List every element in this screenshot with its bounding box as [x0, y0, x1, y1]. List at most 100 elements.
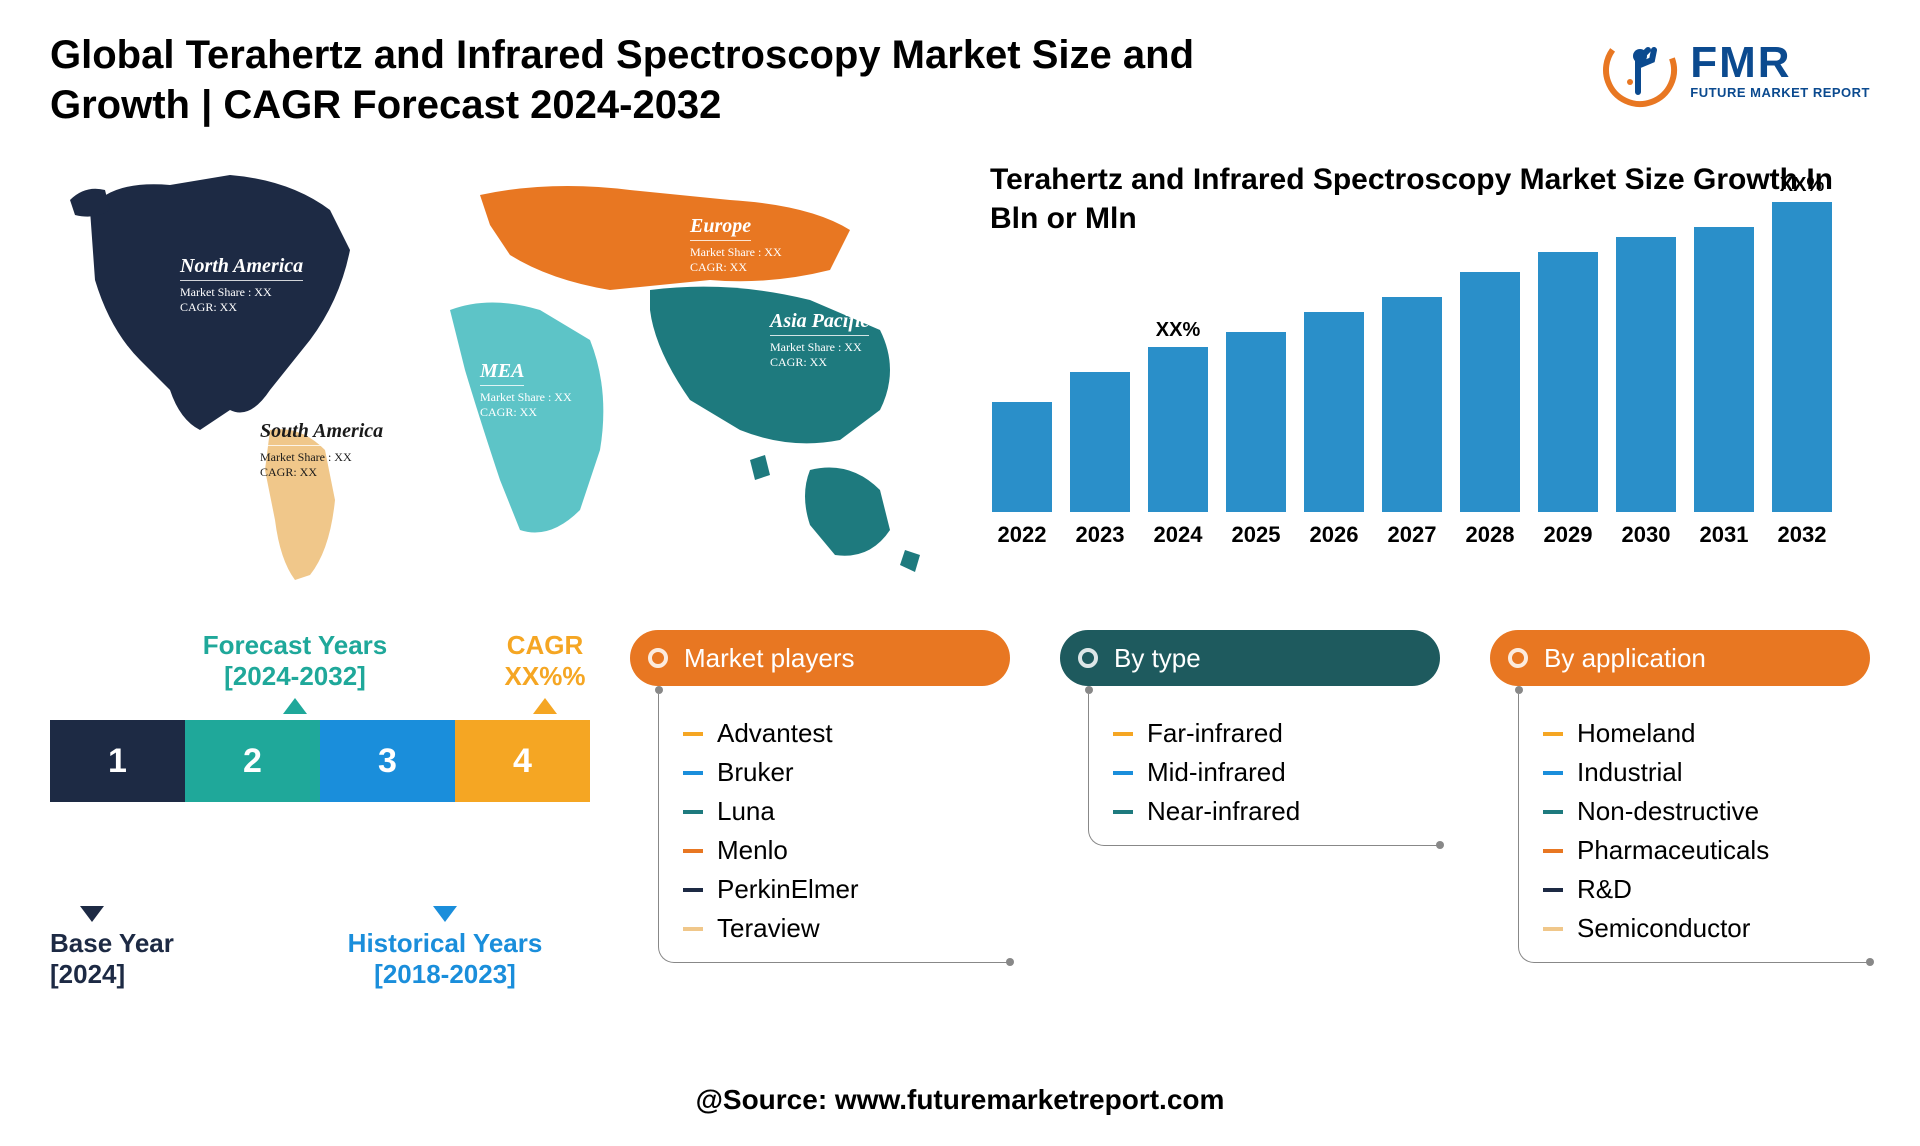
list-item: Semiconductor: [1543, 909, 1860, 948]
list-item: Advantest: [683, 714, 1000, 753]
bar-year-label: 2026: [1310, 522, 1359, 548]
tick-icon: [1113, 810, 1133, 814]
timeline-forecast-l1: Forecast Years: [203, 630, 388, 660]
timeline-historical-callout: Historical Years [2018-2023]: [330, 900, 560, 990]
bar-year-label: 2025: [1232, 522, 1281, 548]
list-item-text: R&D: [1577, 874, 1632, 905]
bar-wrap: 2027: [1380, 297, 1444, 548]
bar: [992, 402, 1052, 512]
tick-icon: [683, 888, 703, 892]
pill-list: AdvantestBrukerLunaMenloPerkinElmerTerav…: [683, 714, 1000, 948]
arrow-down-icon: [433, 906, 457, 922]
arrow-up-icon: [283, 698, 307, 714]
logo-icon: [1600, 30, 1680, 110]
bar: [1226, 332, 1286, 512]
logo-sub-text: FUTURE MARKET REPORT: [1690, 85, 1870, 100]
region-cagr: CAGR: XX: [480, 405, 572, 420]
bar-wrap: 2028: [1458, 272, 1522, 548]
list-item-text: Mid-infrared: [1147, 757, 1286, 788]
region-market-share: Market Share : XX: [770, 340, 869, 355]
tick-icon: [1543, 732, 1563, 736]
pill-column: By application Homeland IndustrialNon-dest…: [1490, 630, 1870, 963]
bar-wrap: 2025: [1224, 332, 1288, 548]
bar: [1460, 272, 1520, 512]
region-name: North America: [180, 255, 303, 281]
tick-icon: [683, 732, 703, 736]
bar: [1382, 297, 1442, 512]
timeline-forecast-l2: [2024-2032]: [224, 661, 366, 691]
header: Global Terahertz and Infrared Spectrosco…: [50, 30, 1870, 130]
list-item: Near-infrared: [1113, 792, 1430, 831]
bar-year-label: 2022: [998, 522, 1047, 548]
list-item-text: Near-infrared: [1147, 796, 1300, 827]
timeline-base-l1: Base Year: [50, 928, 174, 958]
list-item-text: Homeland: [1577, 718, 1696, 749]
bar-pct-label: XX%: [1156, 319, 1200, 342]
timeline: Forecast Years [2024-2032] CAGR XX%% 1 2…: [50, 630, 590, 802]
bar-wrap: 2026: [1302, 312, 1366, 548]
list-item: Non-destructive: [1543, 792, 1860, 831]
region-name: MEA: [480, 360, 524, 386]
timeline-base-l2: [2024]: [50, 959, 125, 989]
logo-fmr-text: FMR: [1690, 41, 1870, 85]
timeline-base-callout: Base Year [2024]: [50, 900, 230, 990]
list-item: Pharmaceuticals: [1543, 831, 1860, 870]
pill-dot-icon: [1078, 648, 1098, 668]
tick-icon: [1113, 732, 1133, 736]
bar: XX%: [1772, 202, 1832, 512]
region-label: Asia PacificMarket Share : XXCAGR: XX: [770, 310, 869, 370]
pill-header: Market players: [630, 630, 1010, 686]
bar-wrap: 2023: [1068, 372, 1132, 548]
tick-icon: [1113, 771, 1133, 775]
pill-list: Far-infrared Mid-infrared Near-infrared: [1113, 714, 1430, 831]
list-item-text: Far-infrared: [1147, 718, 1283, 749]
region-market-share: Market Share : XX: [260, 450, 383, 465]
list-item-text: Menlo: [717, 835, 788, 866]
bar-wrap: 2031: [1692, 227, 1756, 548]
tick-icon: [1543, 810, 1563, 814]
list-item: Luna: [683, 792, 1000, 831]
bar: [1616, 237, 1676, 512]
region-label: EuropeMarket Share : XXCAGR: XX: [690, 215, 782, 275]
pill-title: By type: [1114, 643, 1201, 674]
list-item: Industrial: [1543, 753, 1860, 792]
bar: [1694, 227, 1754, 512]
tick-icon: [683, 771, 703, 775]
list-item: Far-infrared: [1113, 714, 1430, 753]
pill-dot-icon: [648, 648, 668, 668]
bar-year-label: 2028: [1466, 522, 1515, 548]
tick-icon: [1543, 888, 1563, 892]
tick-icon: [1543, 771, 1563, 775]
region-label: South AmericaMarket Share : XXCAGR: XX: [260, 420, 383, 480]
logo: FMR FUTURE MARKET REPORT: [1600, 30, 1870, 110]
region-cagr: CAGR: XX: [770, 355, 869, 370]
bar: [1538, 252, 1598, 512]
arrow-up-icon: [533, 698, 557, 714]
bar-wrap: XX%2032: [1770, 202, 1834, 548]
list-item-text: Pharmaceuticals: [1577, 835, 1769, 866]
pill-body: Far-infrared Mid-infrared Near-infrared: [1088, 694, 1440, 846]
list-item-text: PerkinElmer: [717, 874, 859, 905]
region-market-share: Market Share : XX: [690, 245, 782, 260]
bar-pct-label: XX%: [1780, 174, 1824, 197]
bar-year-label: 2027: [1388, 522, 1437, 548]
list-item: Teraview: [683, 909, 1000, 948]
timeline-cagr-l1: CAGR: [507, 630, 584, 660]
pill-body: Homeland IndustrialNon-destructive Pharmac…: [1518, 694, 1870, 963]
list-item: Homeland: [1543, 714, 1860, 753]
timeline-cagr-callout: CAGR XX%%: [490, 630, 600, 720]
region-cagr: CAGR: XX: [690, 260, 782, 275]
logo-text: FMR FUTURE MARKET REPORT: [1690, 41, 1870, 100]
pill-title: By application: [1544, 643, 1706, 674]
tick-icon: [683, 810, 703, 814]
bar-wrap: XX%2024: [1146, 347, 1210, 548]
pill-columns: Market playersAdvantestBrukerLunaMenloPe…: [630, 630, 1870, 963]
tick-icon: [683, 849, 703, 853]
bar-chart: Terahertz and Infrared Spectroscopy Mark…: [990, 160, 1870, 548]
list-item-text: Teraview: [717, 913, 820, 944]
chart-bars: 20222023XX%20242025202620272028202920302…: [990, 248, 1870, 548]
region-name: South America: [260, 420, 383, 446]
timeline-row: 1 2 3 4: [50, 720, 590, 802]
bar-year-label: 2029: [1544, 522, 1593, 548]
tick-icon: [1543, 927, 1563, 931]
